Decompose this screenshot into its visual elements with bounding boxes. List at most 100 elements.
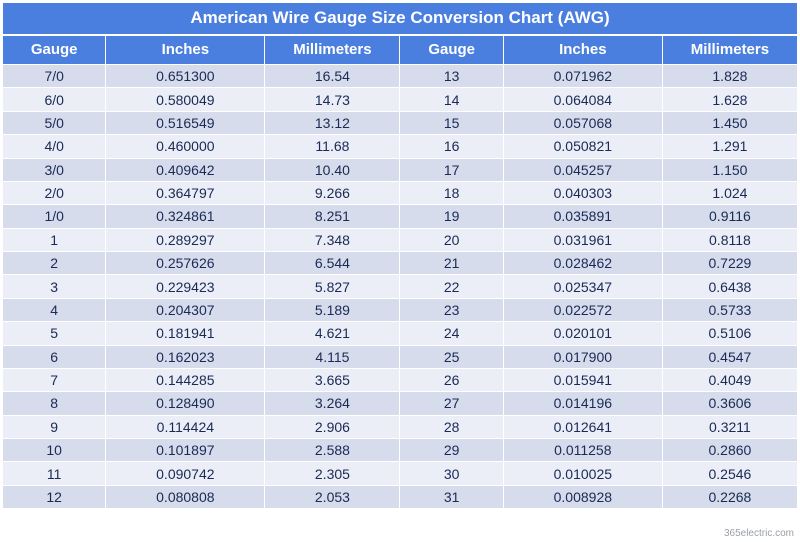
table-cell: 7 [3, 368, 106, 391]
table-row: 90.1144242.906280.0126410.3211 [3, 415, 798, 438]
table-cell: 0.2546 [662, 462, 797, 485]
table-cell: 16.54 [265, 65, 400, 88]
table-cell: 27 [400, 392, 503, 415]
table-cell: 8 [3, 392, 106, 415]
table-row: 6/00.58004914.73140.0640841.628 [3, 88, 798, 111]
col-mm-right: Millimeters [662, 36, 797, 65]
table-cell: 18 [400, 181, 503, 204]
table-cell: 0.144285 [106, 368, 265, 391]
table-cell: 0.9116 [662, 205, 797, 228]
table-row: 2/00.3647979.266180.0403031.024 [3, 181, 798, 204]
table-cell: 5/0 [3, 111, 106, 134]
table-cell: 0.2860 [662, 439, 797, 462]
table-cell: 0.040303 [503, 181, 662, 204]
table-cell: 0.4049 [662, 368, 797, 391]
chart-title: American Wire Gauge Size Conversion Char… [2, 2, 798, 35]
table-cell: 31 [400, 485, 503, 508]
table-cell: 13 [400, 65, 503, 88]
table-cell: 10 [3, 439, 106, 462]
table-cell: 14.73 [265, 88, 400, 111]
table-row: 120.0808082.053310.0089280.2268 [3, 485, 798, 508]
table-cell: 21 [400, 252, 503, 275]
table-row: 40.2043075.189230.0225720.5733 [3, 298, 798, 321]
table-cell: 0.015941 [503, 368, 662, 391]
table-row: 110.0907422.305300.0100250.2546 [3, 462, 798, 485]
table-cell: 0.028462 [503, 252, 662, 275]
table-cell: 1.150 [662, 158, 797, 181]
table-cell: 6 [3, 345, 106, 368]
table-cell: 0.128490 [106, 392, 265, 415]
table-cell: 0.409642 [106, 158, 265, 181]
table-cell: 2.588 [265, 439, 400, 462]
table-cell: 0.651300 [106, 65, 265, 88]
table-row: 100.1018972.588290.0112580.2860 [3, 439, 798, 462]
table-cell: 4.621 [265, 322, 400, 345]
table-cell: 0.324861 [106, 205, 265, 228]
table-cell: 22 [400, 275, 503, 298]
table-cell: 1.024 [662, 181, 797, 204]
table-cell: 0.020101 [503, 322, 662, 345]
table-cell: 4 [3, 298, 106, 321]
table-cell: 30 [400, 462, 503, 485]
table-cell: 0.080808 [106, 485, 265, 508]
table-cell: 17 [400, 158, 503, 181]
table-cell: 8.251 [265, 205, 400, 228]
table-cell: 0.057068 [503, 111, 662, 134]
table-cell: 0.3606 [662, 392, 797, 415]
table-cell: 0.045257 [503, 158, 662, 181]
table-cell: 3.264 [265, 392, 400, 415]
table-cell: 0.012641 [503, 415, 662, 438]
table-cell: 0.7229 [662, 252, 797, 275]
table-cell: 10.40 [265, 158, 400, 181]
table-cell: 2.053 [265, 485, 400, 508]
table-cell: 0.011258 [503, 439, 662, 462]
watermark-text: 365electric.com [724, 528, 794, 539]
table-cell: 5.189 [265, 298, 400, 321]
table-row: 7/00.65130016.54130.0719621.828 [3, 65, 798, 88]
table-cell: 28 [400, 415, 503, 438]
table-cell: 23 [400, 298, 503, 321]
table-row: 4/00.46000011.68160.0508211.291 [3, 135, 798, 158]
table-row: 3/00.40964210.40170.0452571.150 [3, 158, 798, 181]
table-cell: 6/0 [3, 88, 106, 111]
table-cell: 4/0 [3, 135, 106, 158]
table-cell: 20 [400, 228, 503, 251]
table-cell: 0.010025 [503, 462, 662, 485]
table-cell: 0.101897 [106, 439, 265, 462]
table-cell: 4.115 [265, 345, 400, 368]
table-cell: 2/0 [3, 181, 106, 204]
table-cell: 6.544 [265, 252, 400, 275]
table-row: 50.1819414.621240.0201010.5106 [3, 322, 798, 345]
table-cell: 12 [3, 485, 106, 508]
col-gauge-right: Gauge [400, 36, 503, 65]
table-cell: 13.12 [265, 111, 400, 134]
table-cell: 15 [400, 111, 503, 134]
table-cell: 2.906 [265, 415, 400, 438]
table-cell: 0.364797 [106, 181, 265, 204]
table-cell: 3/0 [3, 158, 106, 181]
table-cell: 0.204307 [106, 298, 265, 321]
table-cell: 1.291 [662, 135, 797, 158]
table-cell: 0.050821 [503, 135, 662, 158]
table-cell: 0.162023 [106, 345, 265, 368]
table-cell: 0.4547 [662, 345, 797, 368]
table-cell: 2.305 [265, 462, 400, 485]
table-cell: 0.5106 [662, 322, 797, 345]
table-row: 1/00.3248618.251190.0358910.9116 [3, 205, 798, 228]
table-cell: 11.68 [265, 135, 400, 158]
table-cell: 0.2268 [662, 485, 797, 508]
table-cell: 3.665 [265, 368, 400, 391]
table-cell: 16 [400, 135, 503, 158]
table-cell: 5.827 [265, 275, 400, 298]
awg-chart: American Wire Gauge Size Conversion Char… [2, 2, 798, 509]
table-cell: 26 [400, 368, 503, 391]
table-cell: 25 [400, 345, 503, 368]
table-cell: 0.008928 [503, 485, 662, 508]
table-cell: 2 [3, 252, 106, 275]
table-row: 20.2576266.544210.0284620.7229 [3, 252, 798, 275]
col-gauge-left: Gauge [3, 36, 106, 65]
table-cell: 0.025347 [503, 275, 662, 298]
table-cell: 7/0 [3, 65, 106, 88]
table-cell: 5 [3, 322, 106, 345]
table-cell: 3 [3, 275, 106, 298]
